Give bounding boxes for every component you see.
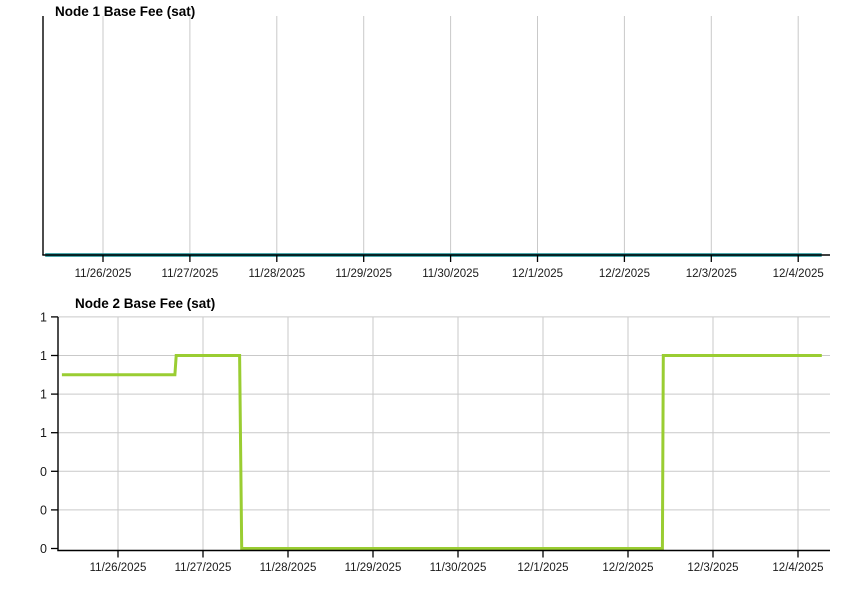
node2-x-tick-label: 11/26/2025 bbox=[90, 562, 147, 574]
node1-x-tick-label: 11/27/2025 bbox=[162, 268, 219, 280]
node2-x-tick-label: 11/27/2025 bbox=[175, 562, 232, 574]
node2-y-tick-label: 0 bbox=[40, 542, 47, 556]
chart2-title: Node 2 Base Fee (sat) bbox=[75, 296, 216, 311]
node2-x-tick-label: 12/1/2025 bbox=[517, 562, 568, 574]
node2-x-tick-label: 11/29/2025 bbox=[345, 562, 402, 574]
node2-x-tick-label: 12/3/2025 bbox=[687, 562, 738, 574]
node1-x-tick-label: 11/29/2025 bbox=[335, 268, 392, 280]
node2-series-line bbox=[61, 354, 822, 550]
node2-y-tick-label: 1 bbox=[40, 426, 47, 440]
node2-y-tick-label: 0 bbox=[40, 465, 47, 479]
chart1-title: Node 1 Base Fee (sat) bbox=[55, 4, 196, 19]
node1-x-tick-label: 11/30/2025 bbox=[422, 268, 479, 280]
node2-x-tick-label: 12/2/2025 bbox=[602, 562, 653, 574]
node2-x-tick-label: 12/4/2025 bbox=[772, 562, 823, 574]
node2-y-tick-label: 0 bbox=[40, 503, 47, 517]
node2-x-tick-label: 11/28/2025 bbox=[260, 562, 317, 574]
node1-x-tick-label: 12/3/2025 bbox=[686, 268, 737, 280]
node1-x-tick-label: 11/28/2025 bbox=[248, 268, 305, 280]
node2-y-tick-label: 1 bbox=[40, 349, 47, 363]
node2-x-tick-label: 11/30/2025 bbox=[430, 562, 487, 574]
node2-y-tick-label: 1 bbox=[40, 388, 47, 402]
node1-x-tick-label: 12/4/2025 bbox=[773, 268, 824, 280]
node2-y-tick-label: 1 bbox=[40, 310, 47, 324]
node1-x-tick-label: 12/1/2025 bbox=[512, 268, 563, 280]
node1-x-tick-label: 12/2/2025 bbox=[599, 268, 650, 280]
node1-x-tick-label: 11/26/2025 bbox=[75, 268, 132, 280]
